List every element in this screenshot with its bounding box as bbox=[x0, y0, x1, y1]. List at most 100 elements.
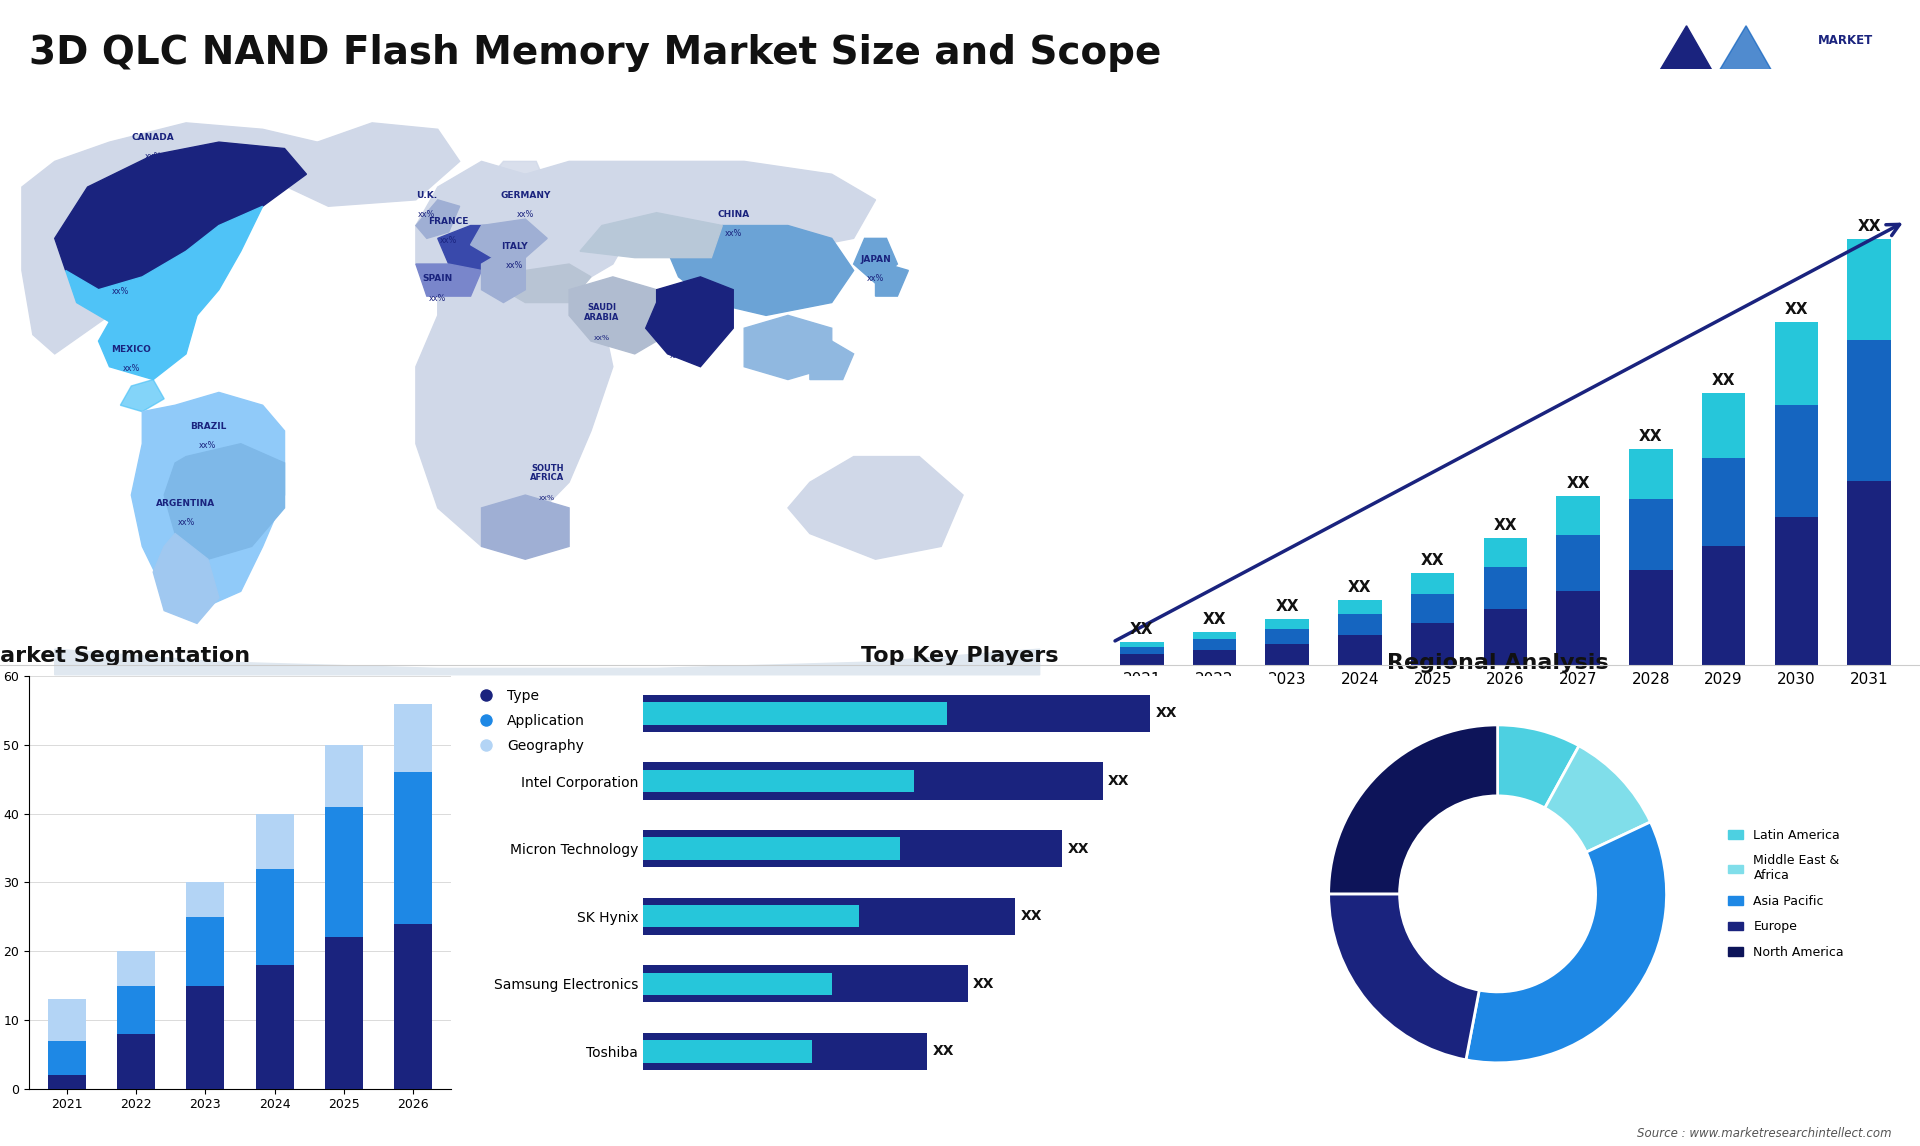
Polygon shape bbox=[273, 123, 459, 206]
Text: Source : www.marketresearchintellect.com: Source : www.marketresearchintellect.com bbox=[1636, 1128, 1891, 1140]
Text: JAPAN: JAPAN bbox=[860, 256, 891, 264]
Bar bbox=[1701, 547, 1745, 665]
Text: INDIA: INDIA bbox=[664, 332, 693, 342]
Text: MEXICO: MEXICO bbox=[111, 345, 152, 354]
Bar bbox=[1192, 639, 1236, 650]
Text: SAUDI
ARABIA: SAUDI ARABIA bbox=[584, 303, 620, 322]
Text: xx%: xx% bbox=[123, 364, 140, 374]
Text: xx%: xx% bbox=[428, 293, 447, 303]
Bar bbox=[186, 882, 225, 917]
Text: CANADA: CANADA bbox=[132, 133, 175, 142]
Text: GERMANY: GERMANY bbox=[499, 191, 551, 199]
Bar bbox=[1338, 635, 1382, 665]
Text: xx%: xx% bbox=[724, 229, 741, 238]
Text: xx%: xx% bbox=[593, 335, 611, 342]
Text: U.K.: U.K. bbox=[417, 191, 438, 199]
Bar bbox=[1847, 240, 1891, 339]
Text: RESEARCH: RESEARCH bbox=[1818, 70, 1887, 83]
Polygon shape bbox=[54, 649, 1039, 675]
Text: XX: XX bbox=[1567, 477, 1590, 492]
Circle shape bbox=[1400, 795, 1596, 992]
Text: XX: XX bbox=[1108, 774, 1129, 788]
Bar bbox=[324, 745, 363, 807]
Text: xx%: xx% bbox=[144, 152, 161, 162]
Polygon shape bbox=[98, 315, 198, 379]
Bar bbox=[1557, 535, 1599, 591]
Bar bbox=[255, 869, 294, 965]
Bar bbox=[643, 905, 860, 927]
Bar bbox=[117, 1034, 156, 1089]
Bar bbox=[1628, 449, 1672, 500]
Bar bbox=[117, 951, 156, 986]
Polygon shape bbox=[787, 456, 964, 559]
Bar bbox=[643, 838, 900, 860]
Bar bbox=[186, 917, 225, 986]
Bar bbox=[48, 1075, 86, 1089]
Bar bbox=[255, 965, 294, 1089]
Text: FRANCE: FRANCE bbox=[428, 217, 468, 226]
Polygon shape bbox=[482, 495, 568, 559]
Polygon shape bbox=[54, 142, 307, 290]
Polygon shape bbox=[503, 264, 591, 303]
Bar bbox=[643, 770, 914, 792]
Bar bbox=[1557, 591, 1599, 665]
Text: XX: XX bbox=[1784, 303, 1809, 317]
Bar bbox=[1774, 405, 1818, 517]
Bar bbox=[643, 694, 1150, 732]
Bar bbox=[117, 986, 156, 1034]
Text: XX: XX bbox=[1131, 622, 1154, 637]
Text: ITALY: ITALY bbox=[501, 242, 528, 251]
Bar bbox=[324, 807, 363, 937]
Text: U.S.: U.S. bbox=[109, 268, 131, 277]
Polygon shape bbox=[417, 199, 459, 238]
Bar bbox=[1265, 629, 1309, 644]
Text: xx%: xx% bbox=[670, 352, 687, 360]
Bar bbox=[1484, 567, 1526, 609]
Polygon shape bbox=[810, 342, 854, 379]
Bar bbox=[1338, 599, 1382, 614]
Text: xx%: xx% bbox=[540, 495, 555, 502]
Text: SOUTH
AFRICA: SOUTH AFRICA bbox=[530, 463, 564, 482]
Bar bbox=[643, 702, 947, 724]
Bar bbox=[643, 1033, 927, 1070]
Text: xx%: xx% bbox=[516, 210, 534, 219]
Polygon shape bbox=[417, 264, 482, 296]
Bar bbox=[1338, 614, 1382, 635]
Text: xx%: xx% bbox=[419, 210, 436, 219]
Text: XX: XX bbox=[1020, 909, 1043, 924]
Bar bbox=[1192, 650, 1236, 665]
Text: BRAZIL: BRAZIL bbox=[190, 422, 227, 431]
Text: XX: XX bbox=[1156, 706, 1177, 721]
Text: XX: XX bbox=[1348, 580, 1371, 595]
Title: Top Key Players: Top Key Players bbox=[862, 646, 1058, 666]
Wedge shape bbox=[1329, 725, 1498, 894]
Text: XX: XX bbox=[933, 1044, 954, 1059]
Wedge shape bbox=[1498, 725, 1578, 808]
Polygon shape bbox=[65, 206, 263, 328]
Title: Regional Analysis: Regional Analysis bbox=[1386, 653, 1609, 673]
Polygon shape bbox=[668, 226, 854, 315]
Text: ARGENTINA: ARGENTINA bbox=[156, 499, 215, 508]
Wedge shape bbox=[1546, 746, 1651, 853]
Polygon shape bbox=[568, 277, 678, 354]
Polygon shape bbox=[854, 238, 897, 283]
Polygon shape bbox=[526, 162, 876, 258]
Polygon shape bbox=[163, 444, 284, 559]
Text: CHINA: CHINA bbox=[718, 210, 749, 219]
Polygon shape bbox=[482, 162, 547, 213]
Bar bbox=[186, 986, 225, 1089]
Text: xx%: xx% bbox=[200, 441, 217, 450]
Polygon shape bbox=[876, 264, 908, 296]
Text: SPAIN: SPAIN bbox=[422, 274, 453, 283]
Text: Market Segmentation: Market Segmentation bbox=[0, 646, 250, 666]
Polygon shape bbox=[438, 226, 515, 270]
Text: XX: XX bbox=[1068, 841, 1089, 856]
Text: xx%: xx% bbox=[505, 261, 522, 270]
Polygon shape bbox=[417, 290, 612, 547]
Polygon shape bbox=[580, 213, 722, 258]
Polygon shape bbox=[154, 534, 219, 623]
Bar bbox=[643, 830, 1062, 868]
Bar bbox=[1119, 654, 1164, 665]
Bar bbox=[1411, 594, 1455, 623]
Bar bbox=[1119, 647, 1164, 654]
